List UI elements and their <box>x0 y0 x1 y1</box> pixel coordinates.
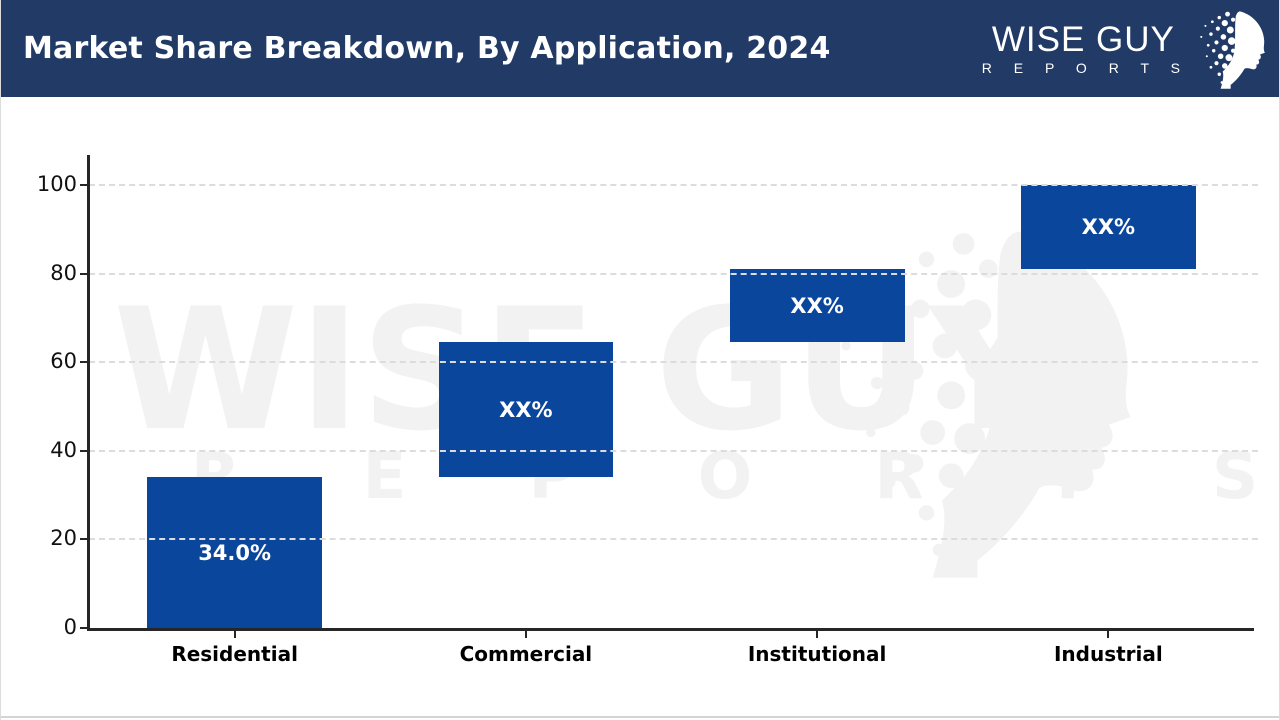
category-label-commercial: Commercial <box>459 642 593 666</box>
y-axis-tick-mark <box>80 627 89 629</box>
gridline-100 <box>89 184 1258 186</box>
y-axis-tick-mark <box>80 361 89 364</box>
y-axis-tick-mark <box>80 272 89 275</box>
bar-commercial: XX% <box>438 342 614 478</box>
bar-value-label: 34.0% <box>198 540 272 565</box>
page-title: Market Share Breakdown, By Application, … <box>23 31 831 66</box>
bar-industrial: XX% <box>1021 185 1196 270</box>
y-axis-spine <box>87 155 90 630</box>
bar-value-label: XX% <box>499 397 553 422</box>
y-axis-tick-label: 20 <box>50 526 77 551</box>
gridline-20 <box>89 538 1258 541</box>
y-axis-tick-label: 60 <box>50 349 77 374</box>
category-label-residential: Residential <box>171 642 298 666</box>
gridline-80 <box>89 272 1258 275</box>
wiseguy-logo: WISE GUY R E P O R T S <box>978 9 1279 89</box>
y-axis-tick-label: 40 <box>50 437 77 462</box>
bar-value-label: XX% <box>790 293 844 318</box>
wiseguy-head-logo-icon <box>1193 9 1269 89</box>
logo-subtitle: R E P O R T S <box>981 59 1189 76</box>
bar-residential: 34.0% <box>147 477 322 628</box>
waterfall-chart: 0 20 40 60 80 100 34.0% Residential XX% Commercia… <box>1 97 1279 720</box>
gridline-40 <box>89 449 1258 452</box>
bottom-divider <box>1 716 1279 718</box>
logo-wordmark: WISE GUY <box>991 19 1175 59</box>
y-axis-tick-mark <box>80 184 89 186</box>
y-axis-tick-mark <box>80 449 89 452</box>
x-axis-spine <box>87 628 1254 631</box>
y-axis-tick-label: 80 <box>50 260 77 285</box>
header-bar: Market Share Breakdown, By Application, … <box>1 0 1279 97</box>
bar-value-label: XX% <box>1081 215 1136 240</box>
y-axis-tick-mark <box>80 538 89 541</box>
wiseguy-logo-text: WISE GUY R E P O R T S <box>978 22 1189 76</box>
bar-institutional: XX% <box>729 269 905 343</box>
y-axis-tick-label: 0 <box>63 615 77 639</box>
x-axis-tick-mark <box>816 630 819 638</box>
x-axis-tick-mark <box>233 630 236 638</box>
category-label-industrial: Industrial <box>1053 642 1163 666</box>
gridline-60 <box>89 361 1258 364</box>
x-axis-tick-mark <box>524 630 527 638</box>
x-axis-tick-mark <box>1107 630 1110 638</box>
y-axis-tick-label: 100 <box>36 172 77 196</box>
category-label-institutional: Institutional <box>747 642 887 666</box>
